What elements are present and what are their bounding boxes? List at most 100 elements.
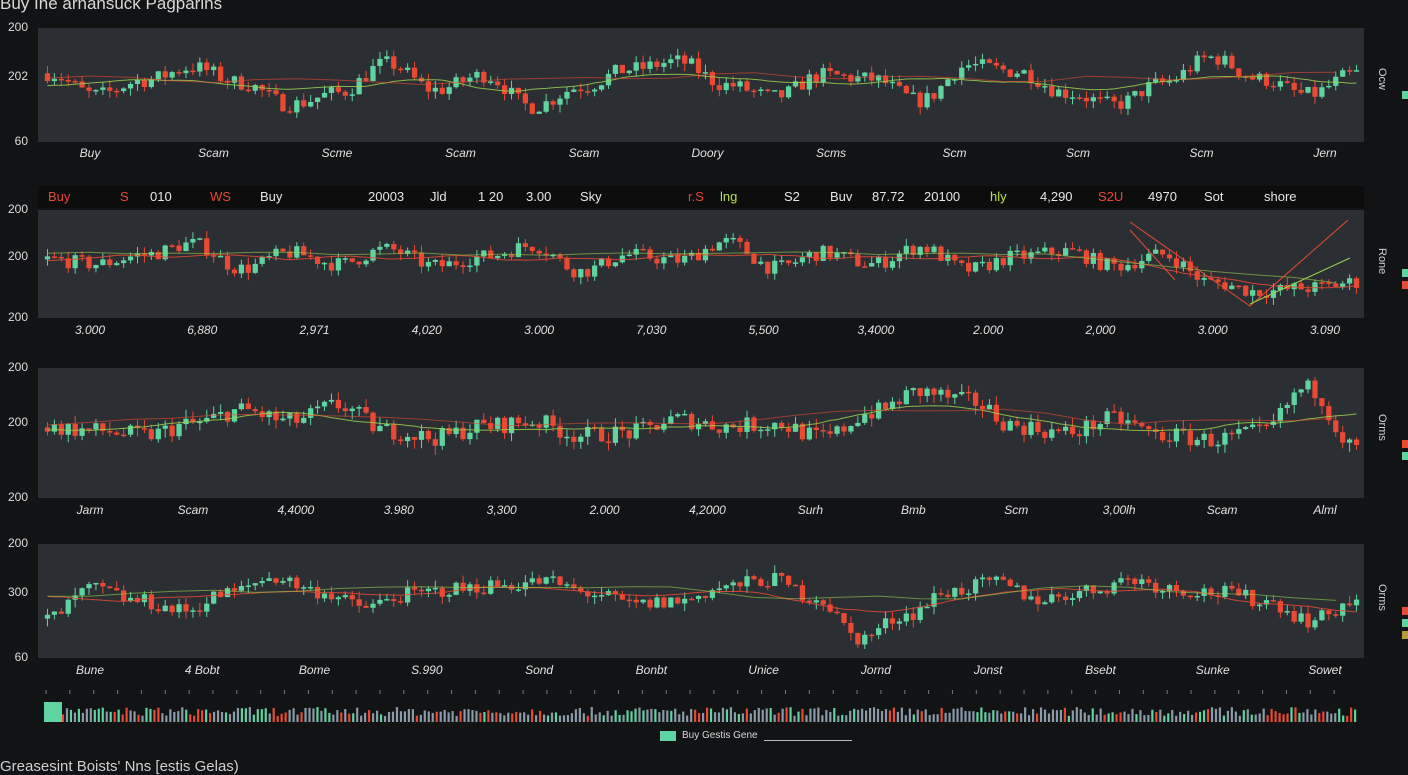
candle <box>72 255 78 269</box>
candle <box>682 55 688 64</box>
volume-bar <box>451 711 454 722</box>
volume-bar <box>320 710 323 722</box>
x-tick-label: 3.980 <box>383 503 414 517</box>
volume-bar <box>1087 715 1090 722</box>
candle <box>585 269 591 277</box>
candle <box>765 261 771 274</box>
volume-bar <box>483 712 486 722</box>
candle <box>543 101 549 112</box>
candle <box>578 269 584 278</box>
volume-bar <box>884 709 888 722</box>
volume-bar <box>1298 712 1301 722</box>
volume-bar <box>209 713 212 722</box>
candle <box>356 407 362 409</box>
volume-bar <box>332 714 335 722</box>
candle <box>834 426 840 434</box>
candle <box>889 81 896 84</box>
candle <box>827 431 833 434</box>
candle <box>1021 585 1027 600</box>
volume-bar <box>650 708 653 722</box>
volume-bar <box>622 714 625 722</box>
volume-bar <box>729 707 733 722</box>
candle <box>335 399 342 409</box>
candle <box>384 56 390 59</box>
volume-bar <box>1230 707 1233 722</box>
candle <box>737 427 743 432</box>
x-tick-label: Scam <box>445 146 476 160</box>
candle <box>93 582 99 585</box>
candle <box>578 588 584 592</box>
candle <box>363 407 369 413</box>
candle <box>917 246 923 255</box>
y-tick-label: 200 <box>7 414 28 429</box>
candle <box>1000 65 1006 70</box>
candle <box>959 67 965 80</box>
x-tick-label: Scm <box>1066 146 1090 160</box>
candle <box>314 256 321 264</box>
candle <box>1346 70 1353 72</box>
candlestick-panel-3[interactable] <box>38 368 1364 498</box>
candle <box>280 418 286 421</box>
candle <box>557 425 563 438</box>
candle <box>647 599 653 608</box>
volume-bar <box>574 709 577 722</box>
candle <box>141 428 148 430</box>
volume-bar <box>244 708 247 722</box>
volume-bar <box>352 713 355 722</box>
candle <box>993 62 1000 66</box>
candle <box>301 417 307 423</box>
candle <box>321 262 328 265</box>
candle <box>716 588 722 591</box>
candle <box>702 595 709 598</box>
candle <box>765 89 771 91</box>
candle <box>1056 89 1062 97</box>
candle <box>446 87 452 94</box>
candle <box>910 388 916 391</box>
candle <box>114 90 120 93</box>
candlestick-panel-1[interactable] <box>38 28 1364 142</box>
ticker-item: 1 20 <box>478 189 504 204</box>
candle <box>619 594 625 600</box>
volume-bar <box>479 712 482 722</box>
ticker-item: S2 <box>784 189 800 204</box>
candle <box>1125 265 1131 271</box>
y-tick-label: 200 <box>7 20 28 34</box>
candle <box>723 237 729 243</box>
x-tick-label: Jonst <box>973 663 1003 677</box>
candle <box>1326 282 1332 284</box>
volume-bar <box>475 710 478 722</box>
volume-bar <box>1266 715 1269 722</box>
candle <box>411 67 418 78</box>
candle <box>349 595 355 600</box>
candle <box>945 594 951 597</box>
candle <box>986 59 993 63</box>
candle <box>384 599 390 601</box>
volume-bar <box>614 710 617 722</box>
candle <box>1118 578 1124 583</box>
volume-bar <box>868 707 872 722</box>
candle <box>986 261 993 271</box>
candle <box>702 421 709 425</box>
candle <box>183 418 189 425</box>
candle <box>224 255 231 270</box>
candle <box>640 599 646 603</box>
candle <box>675 254 681 263</box>
candle <box>404 67 411 71</box>
volume-bar <box>177 711 180 722</box>
candle <box>626 254 632 257</box>
candlestick-panel-4[interactable] <box>38 544 1364 658</box>
candle <box>1069 426 1076 435</box>
candle <box>813 600 819 603</box>
volume-bar <box>956 708 959 722</box>
ticker-item: Buy <box>48 189 71 204</box>
right-axis-marker <box>1402 281 1408 290</box>
candle <box>1090 585 1096 594</box>
candle <box>1166 585 1173 591</box>
candle <box>543 577 549 584</box>
candle <box>1076 591 1083 599</box>
candle <box>979 405 986 410</box>
candle <box>370 603 376 608</box>
volume-bar <box>1024 707 1027 722</box>
volume-bar <box>550 712 554 722</box>
